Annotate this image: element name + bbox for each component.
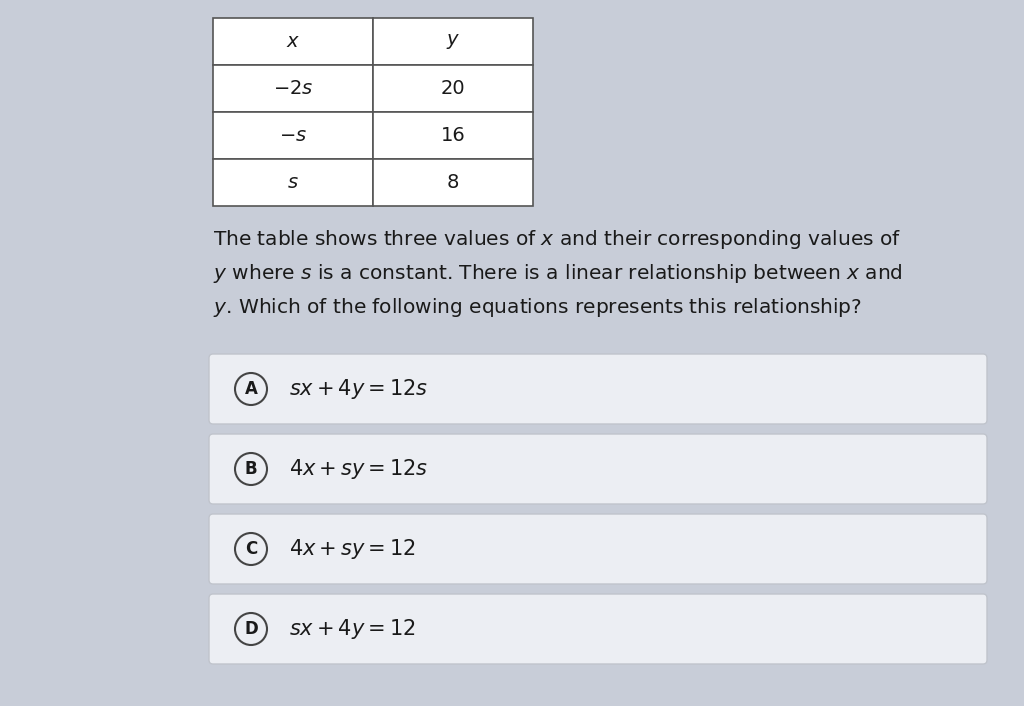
Circle shape [234,373,267,405]
Text: $4x + sy = 12$: $4x + sy = 12$ [289,537,416,561]
Bar [213,65,373,112]
Text: 16: 16 [440,126,465,145]
FancyBboxPatch shape [209,354,987,424]
Text: A: A [245,380,257,398]
Text: $sx + 4y = 12s$: $sx + 4y = 12s$ [289,377,428,401]
Bar [213,159,373,206]
FancyBboxPatch shape [209,514,987,584]
Text: $y$ where $s$ is a constant. There is a linear relationship between $x$ and: $y$ where $s$ is a constant. There is a … [213,262,902,285]
Text: $s$: $s$ [287,173,299,192]
Circle shape [234,613,267,645]
FancyBboxPatch shape [209,594,987,664]
Text: $4x + sy = 12s$: $4x + sy = 12s$ [289,457,428,481]
Bar [373,159,534,206]
Bar [373,65,534,112]
Text: $y$. Which of the following equations represents this relationship?: $y$. Which of the following equations re… [213,296,862,319]
Text: C: C [245,540,257,558]
Text: $sx + 4y = 12$: $sx + 4y = 12$ [289,617,416,641]
Text: $-s$: $-s$ [279,126,307,145]
Text: 20: 20 [440,79,465,98]
Text: $-2s$: $-2s$ [272,79,313,98]
Text: $x$: $x$ [286,32,300,51]
Bar [213,18,373,65]
Text: B: B [245,460,257,478]
Bar [213,112,373,159]
Circle shape [234,533,267,565]
Text: 8: 8 [446,173,459,192]
Bar [373,18,534,65]
Text: $y$: $y$ [445,32,460,51]
FancyBboxPatch shape [209,434,987,504]
Text: D: D [244,620,258,638]
Circle shape [234,453,267,485]
Bar [373,112,534,159]
Text: The table shows three values of $x$ and their corresponding values of: The table shows three values of $x$ and … [213,228,901,251]
